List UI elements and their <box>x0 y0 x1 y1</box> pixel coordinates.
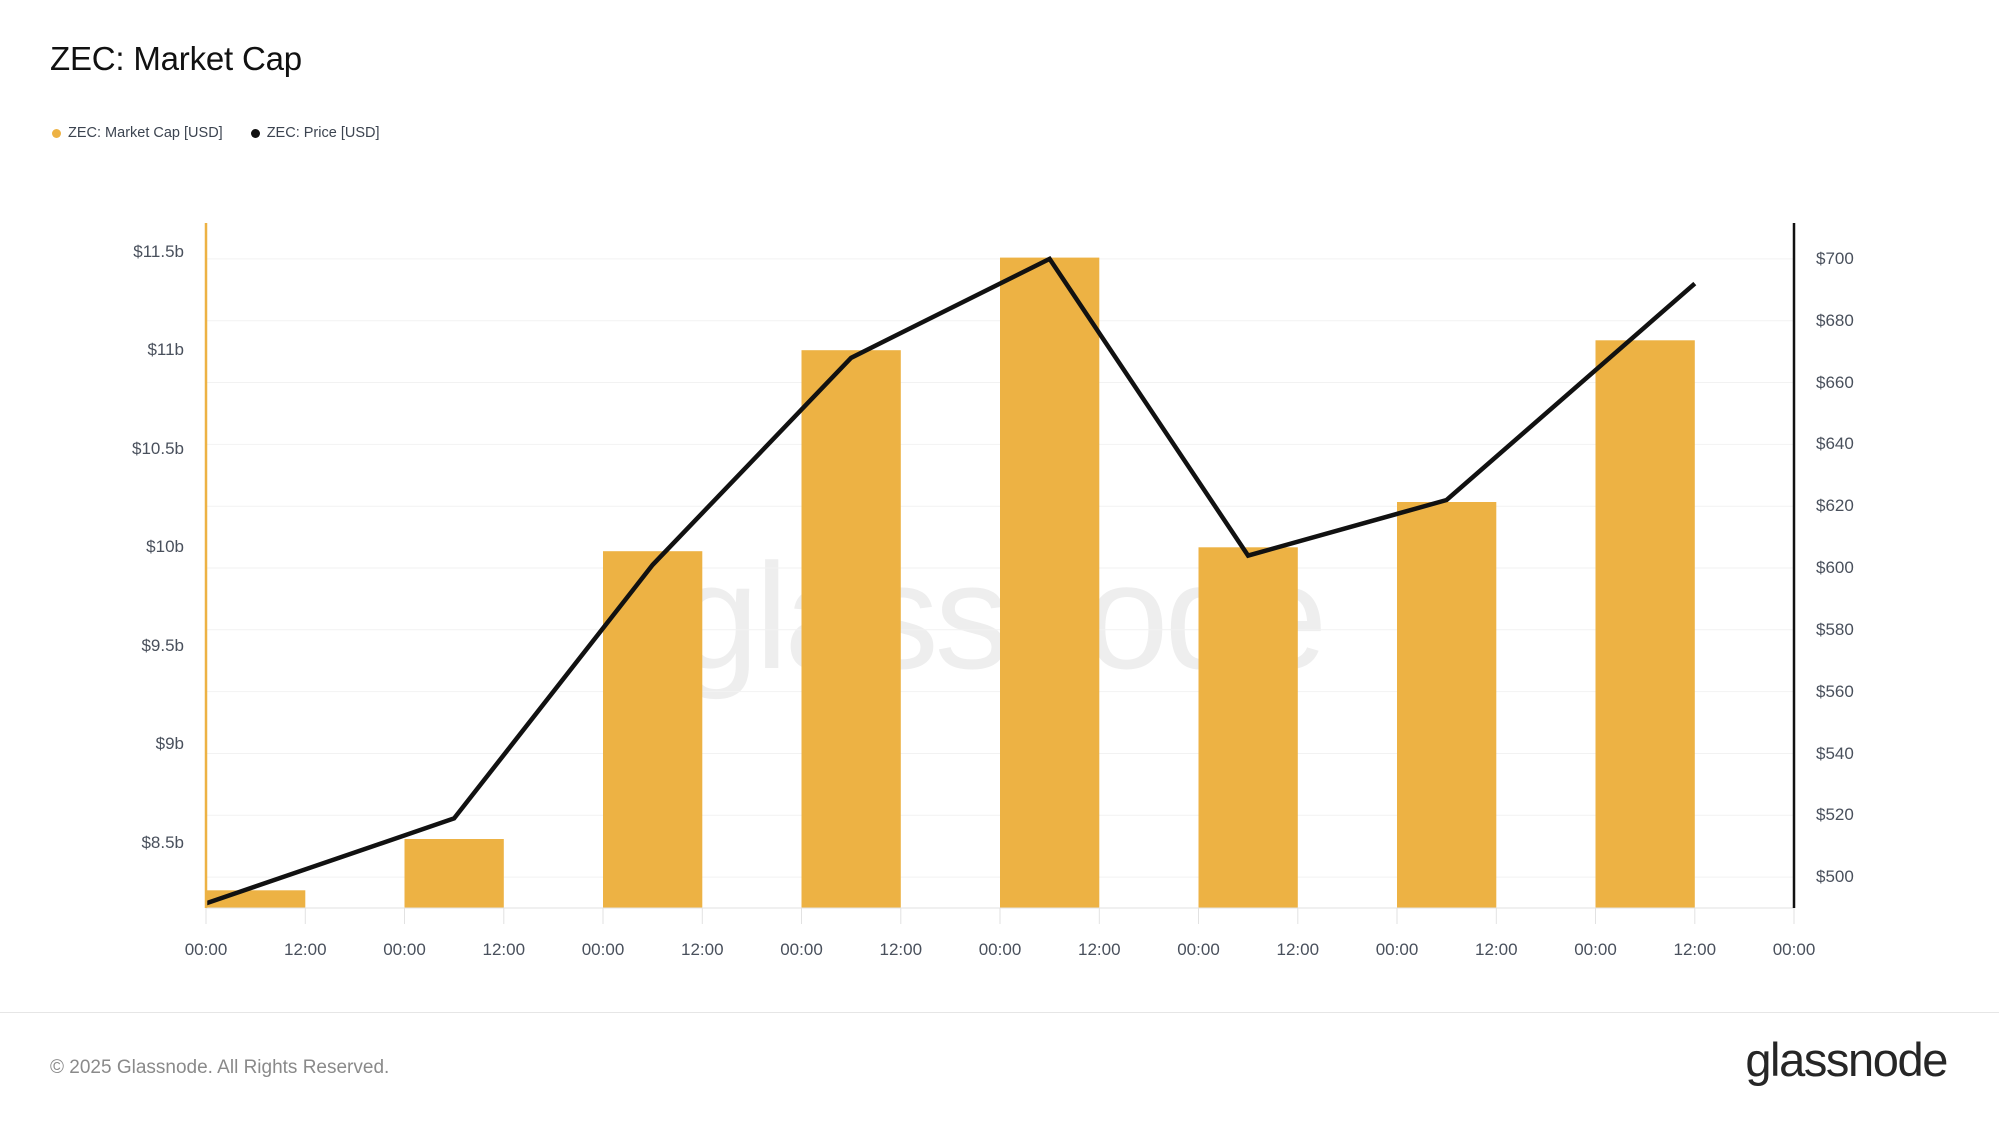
x-axis-tick-label: 00:00 <box>978 940 1022 959</box>
legend-label-price: ZEC: Price [USD] <box>266 125 380 141</box>
bar-series <box>206 257 1695 909</box>
x-axis-tick-label: 12:00 <box>1673 940 1717 959</box>
right-axis-tick-label: $520 <box>1816 805 1854 825</box>
bar[interactable] <box>603 551 703 908</box>
bar[interactable] <box>801 350 901 908</box>
x-axis-tick-label: 00:00 <box>1574 940 1617 959</box>
right-axis-tick-label: $640 <box>1816 434 1854 454</box>
x-axis-tick-label: 00:00 <box>1177 940 1220 959</box>
bar[interactable] <box>1000 257 1100 909</box>
left-axis-tick-label: $8.5b <box>141 833 184 852</box>
right-axis-tick-label: $620 <box>1816 496 1854 516</box>
left-axis-tick-label: $11.5b <box>133 241 184 261</box>
bar[interactable] <box>1198 547 1298 908</box>
page-title: ZEC: Market Cap <box>50 40 302 77</box>
legend-dot-icon <box>250 128 260 138</box>
right-axis-tick-label: $500 <box>1816 867 1854 887</box>
right-axis-tick-label: $660 <box>1816 372 1854 392</box>
left-axis-tick-label: $10.5b <box>132 438 184 458</box>
legend-dot-icon <box>52 128 61 138</box>
right-axis-tick-label: $580 <box>1816 619 1854 639</box>
axis-lines <box>204 223 1796 908</box>
x-axis-tick-label: 00:00 <box>581 940 625 959</box>
right-axis-tick-label: $680 <box>1816 310 1854 330</box>
left-axis-tick-label: $11b <box>147 340 184 360</box>
left-axis-tick-label: $10b <box>146 537 184 557</box>
legend-label-market-cap: ZEC: Market Cap [USD] <box>68 125 223 141</box>
x-axis-tick-label: 12:00 <box>284 940 327 959</box>
footer-divider <box>0 1012 1999 1013</box>
price-line[interactable] <box>205 256 1697 906</box>
x-axis-tick-label: 00:00 <box>184 940 228 959</box>
bar[interactable] <box>1595 340 1695 908</box>
x-axis-tick-label: 00:00 <box>780 940 823 959</box>
legend-item-price[interactable]: ZEC: Price [USD] <box>250 125 380 141</box>
left-axis-tick-label: $9b <box>155 734 184 754</box>
x-axis-tick-label: 12:00 <box>482 940 526 959</box>
x-axis-tick-label: 12:00 <box>681 940 724 959</box>
bar[interactable] <box>1397 502 1497 908</box>
x-axis-tick-label: 12:00 <box>1078 940 1121 959</box>
right-axis-tick-label: $560 <box>1816 681 1854 701</box>
bar[interactable] <box>404 839 504 908</box>
x-axis-tick-label: 12:00 <box>879 940 923 959</box>
left-axis-tick-label: $9.5b <box>141 635 184 655</box>
x-axis-ticks <box>205 907 1795 924</box>
x-axis-tick-label: 00:00 <box>1375 940 1419 959</box>
right-axis-tick-label: $600 <box>1816 558 1854 577</box>
chart-legend: ZEC: Market Cap [USD] ZEC: Price [USD] <box>52 125 380 141</box>
right-axis-tick-label: $700 <box>1816 248 1854 268</box>
x-axis-tick-label: 00:00 <box>383 940 426 959</box>
right-axis-tick-label: $540 <box>1816 743 1854 763</box>
x-axis-tick-label: 12:00 <box>1276 940 1320 959</box>
x-axis-tick-label: 12:00 <box>1475 940 1518 959</box>
x-axis-tick-label: 00:00 <box>1772 940 1816 959</box>
copyright-text: © 2025 Glassnode. All Rights Reserved. <box>50 1057 390 1078</box>
legend-item-market-cap[interactable]: ZEC: Market Cap [USD] <box>52 125 223 141</box>
glassnode-logo: glassnode <box>1745 1033 1948 1086</box>
line-series <box>205 256 1697 906</box>
